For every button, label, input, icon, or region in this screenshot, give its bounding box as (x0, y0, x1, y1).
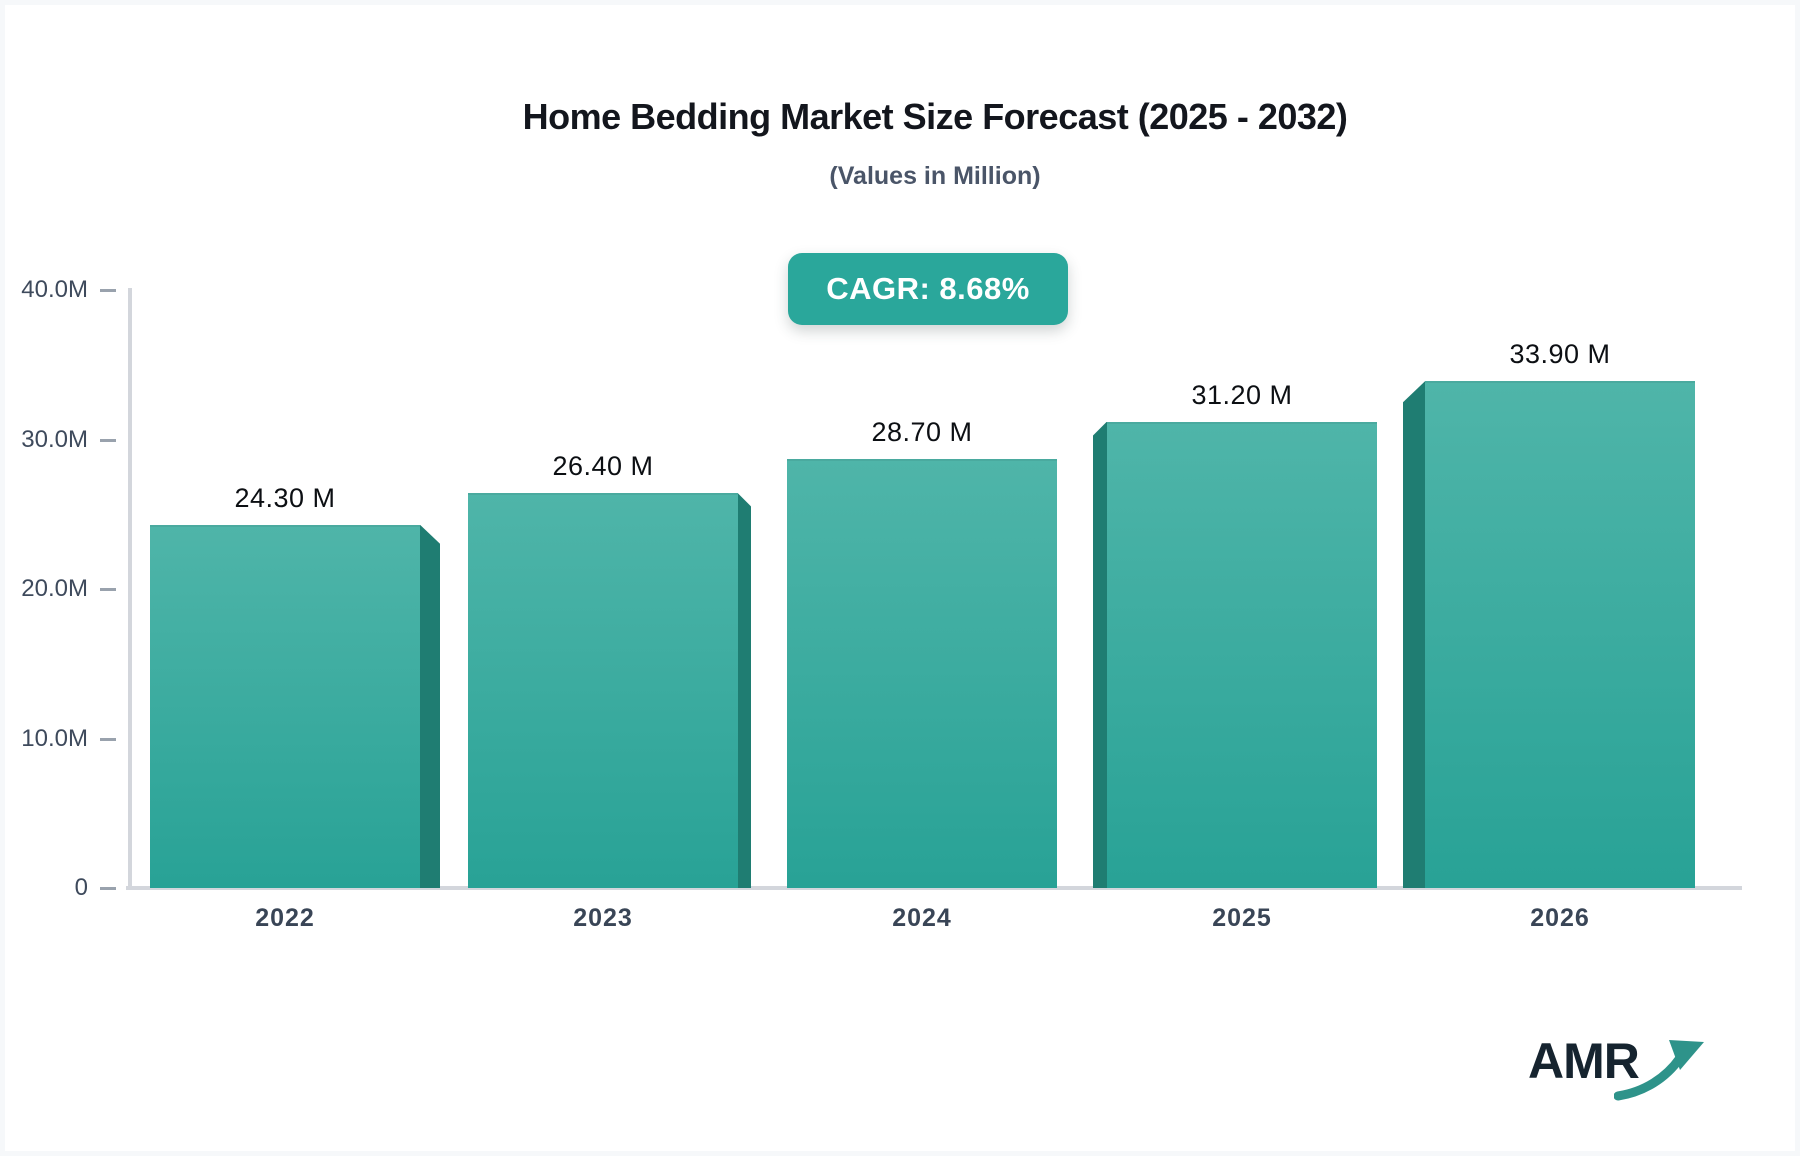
cagr-badge: CAGR: 8.68% (788, 253, 1068, 325)
chart-title: Home Bedding Market Size Forecast (2025 … (522, 96, 1348, 137)
y-axis-tick-label: 10.0M (21, 724, 88, 752)
x-axis-label-2025: 2025 (1212, 904, 1272, 932)
x-axis-label-2023: 2023 (573, 904, 633, 932)
bar-value-label: 24.30 M (234, 482, 336, 513)
bar-value-label: 26.40 M (552, 451, 654, 482)
bar-value-label: 31.20 M (1191, 379, 1293, 410)
bar-2025 (1107, 421, 1377, 888)
bar-side-face (420, 524, 440, 888)
chart-subtitle: (Values in Million) (829, 162, 1041, 190)
bar-side-face (1093, 421, 1107, 888)
bar-value-label: 33.90 M (1509, 339, 1611, 370)
y-axis-tick (100, 438, 116, 442)
bar-2022 (150, 524, 420, 888)
y-axis-tick (100, 289, 116, 292)
bar-2023 (468, 493, 738, 888)
trending-up-arrow-icon (1613, 1034, 1710, 1111)
y-axis-tick (100, 887, 116, 890)
amr-logo: AMR (1528, 1032, 1718, 1112)
bar-value-label: 28.70 M (871, 416, 973, 447)
y-axis-line (128, 288, 132, 890)
y-axis-tick-label: 30.0M (21, 425, 88, 453)
y-axis-tick-label: 20.0M (21, 575, 88, 602)
bar-2024 (787, 458, 1057, 888)
amr-logo-text: AMR (1528, 1033, 1640, 1089)
bar-side-face (738, 493, 751, 888)
y-axis-tick-label: 40.0M (21, 276, 88, 303)
x-axis-label-2022: 2022 (255, 904, 315, 932)
y-axis-tick (100, 588, 116, 591)
y-axis-tick (100, 737, 116, 741)
y-axis-tick-label: 0 (74, 874, 88, 901)
bar-side-face (1403, 381, 1425, 888)
x-axis-label-2024: 2024 (892, 904, 952, 932)
x-axis-label-2026: 2026 (1530, 904, 1590, 932)
x-axis-line (126, 886, 1742, 890)
bar-2026 (1425, 381, 1695, 888)
